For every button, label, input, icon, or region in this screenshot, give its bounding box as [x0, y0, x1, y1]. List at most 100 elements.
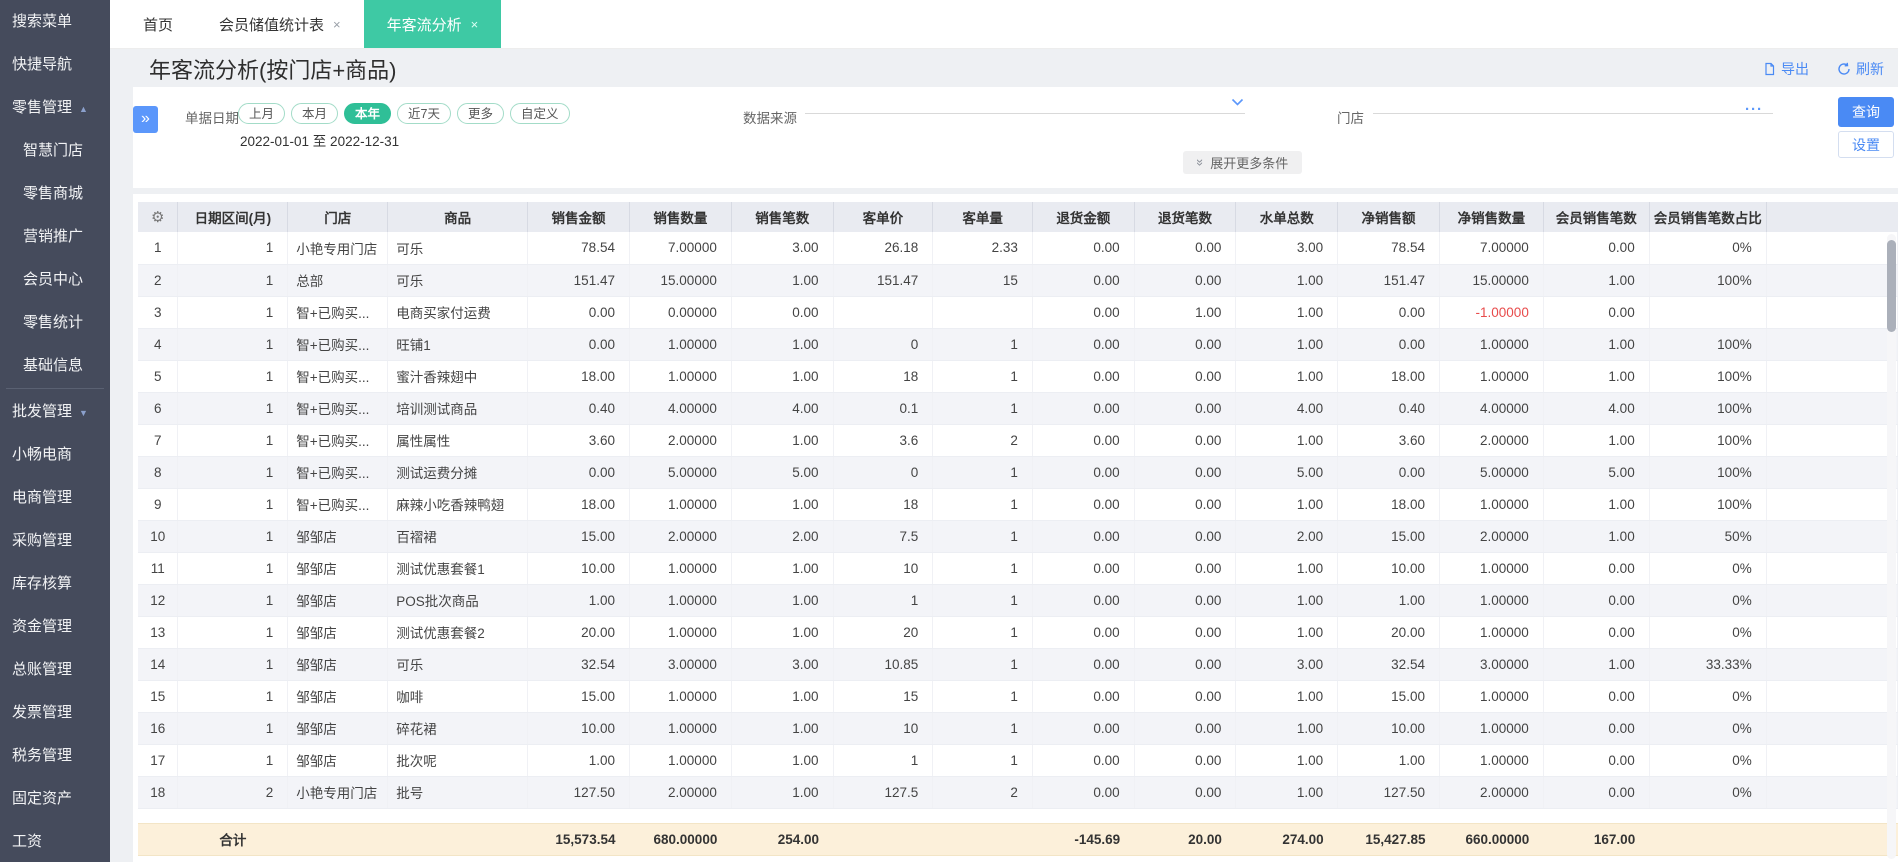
sidebar-item[interactable]: 快捷导航	[0, 43, 110, 86]
close-icon[interactable]: ×	[333, 16, 341, 32]
gear-icon[interactable]: ⚙	[150, 209, 165, 226]
total-cell: 660.00000	[1439, 822, 1544, 856]
table-cell: 2.00000	[1439, 520, 1544, 553]
tab[interactable]: 首页	[120, 0, 196, 48]
column-header[interactable]: 水单总数	[1235, 202, 1339, 232]
table-cell: 0.00	[1032, 264, 1135, 297]
table-cell: 邹邹店	[287, 616, 389, 649]
table-cell: 5.00000	[629, 456, 732, 489]
column-header[interactable]: 销售笔数	[731, 202, 834, 232]
date-range-pill[interactable]: 更多	[457, 103, 505, 124]
table-cell: 1.00	[1235, 296, 1339, 329]
column-header[interactable]: 净销售数量	[1439, 202, 1544, 232]
column-header[interactable]: 客单量	[932, 202, 1033, 232]
scrollbar-thumb[interactable]	[1887, 240, 1896, 332]
column-header[interactable]: 会员销售笔数占比	[1649, 202, 1767, 232]
column-header[interactable]: 客单价	[833, 202, 934, 232]
table-row[interactable]: 15 1 邹邹店 咖啡 15.00 1.00000 1.00 15 1 0.00 0.00 1.00 1…	[138, 680, 1898, 713]
column-header[interactable]	[1766, 202, 1898, 232]
chevron-down-icon[interactable]	[1231, 94, 1244, 112]
date-range-pill[interactable]: 本年	[344, 103, 392, 124]
table-cell: 17	[138, 744, 179, 777]
table-cell: 0.00	[1134, 520, 1237, 553]
table-row[interactable]: 4 1 智+已购买... 旺铺1 0.00 1.00000 1.00 0 1 0.00 0.00 1.…	[138, 328, 1898, 361]
table-row[interactable]: 8 1 智+已购买... 测试运费分摊 0.00 5.00000 5.00 0 1 0.00 0.0…	[138, 456, 1898, 489]
table-cell: 1.00	[1235, 552, 1339, 585]
sidebar-item[interactable]: 基础信息	[0, 344, 110, 387]
table-cell: 0.00	[1032, 328, 1135, 361]
table-cell: 1.00	[1235, 264, 1339, 297]
tab-active[interactable]: 年客流分析 ×	[363, 0, 502, 48]
collapse-panel-button[interactable]: »	[133, 106, 158, 133]
settings-button[interactable]: 设置	[1838, 131, 1894, 158]
table-row[interactable]: 18 2 小艳专用门店 批号 127.50 2.00000 1.00 127.5 2 0.00 0.…	[138, 776, 1898, 809]
date-range-pill[interactable]: 上月	[238, 103, 286, 124]
column-header[interactable]: 日期区间(月)	[177, 202, 289, 232]
sidebar-item[interactable]: 电商管理	[0, 476, 110, 519]
sidebar-item[interactable]: 采购管理	[0, 519, 110, 562]
refresh-button[interactable]: 刷新	[1837, 59, 1884, 79]
close-icon[interactable]: ×	[470, 16, 479, 32]
query-button[interactable]: 查询	[1838, 97, 1894, 127]
column-header[interactable]: 门店	[287, 202, 389, 232]
sidebar-item[interactable]: 总账管理	[0, 648, 110, 691]
table-row[interactable]: 14 1 邹邹店 可乐 32.54 3.00000 3.00 10.85 1 0.00 0.00 3.…	[138, 648, 1898, 681]
column-header[interactable]: 销售金额	[527, 202, 630, 232]
table-row[interactable]: 9 1 智+已购买... 麻辣小吃香辣鸭翅 18.00 1.00000 1.00 18 1 0.0…	[138, 488, 1898, 521]
column-header[interactable]: ⚙	[138, 202, 179, 232]
column-header[interactable]: 销售数量	[629, 202, 732, 232]
table-row[interactable]: 6 1 智+已购买... 培训测试商品 0.40 4.00000 4.00 0.1 1 0.00 0…	[138, 392, 1898, 425]
sidebar-item[interactable]: 营销推广	[0, 215, 110, 258]
tab[interactable]: 会员储值统计表 ×	[196, 0, 364, 48]
sidebar-item[interactable]: 资金管理	[0, 605, 110, 648]
table-row[interactable]: 13 1 邹邹店 测试优惠套餐2 20.00 1.00000 1.00 20 1 0.00 0.00…	[138, 616, 1898, 649]
store-input[interactable]	[1373, 89, 1773, 114]
table-row[interactable]: 17 1 邹邹店 批次呢 1.00 1.00000 1.00 1 1 0.00 0.00 1.00 1.…	[138, 744, 1898, 777]
sidebar-item[interactable]: 会员中心	[0, 258, 110, 301]
table-row[interactable]: 7 1 智+已购买... 属性属性 3.60 2.00000 1.00 3.6 2 0.00 0.0…	[138, 424, 1898, 457]
table-cell: 0.00	[1032, 488, 1135, 521]
sidebar-item[interactable]: 固定资产	[0, 777, 110, 820]
sidebar-item[interactable]: 发票管理	[0, 691, 110, 734]
table-row[interactable]: 16 1 邹邹店 碎花裙 10.00 1.00000 1.00 10 1 0.00 0.00 1.00…	[138, 712, 1898, 745]
sidebar-item[interactable]: 智慧门店	[0, 129, 110, 172]
date-range-pill[interactable]: 近7天	[397, 103, 451, 124]
date-range-text[interactable]: 2022-01-01 至 2022-12-31	[240, 134, 400, 149]
table-cell	[1766, 712, 1898, 745]
table-row[interactable]: 10 1 邹邹店 百褶裙 15.00 2.00000 2.00 7.5 1 0.00 0.00 2.0…	[138, 520, 1898, 553]
chevron-up-icon: ▲	[79, 104, 88, 114]
table-row[interactable]: 3 1 智+已购买... 电商买家付运费 0.00 0.00000 0.00 0.00 1.00…	[138, 296, 1898, 329]
sidebar-item[interactable]: 库存核算	[0, 562, 110, 605]
sidebar-item[interactable]: 批发管理 ▼	[0, 390, 110, 433]
column-header[interactable]: 退货金额	[1032, 202, 1135, 232]
sidebar-item[interactable]: 零售商城	[0, 172, 110, 215]
table-cell	[1766, 552, 1898, 585]
table-cell: 1.00	[1235, 360, 1339, 393]
table-row[interactable]: 5 1 智+已购买... 蜜汁香辣翅中 18.00 1.00000 1.00 18 1 0.00 0…	[138, 360, 1898, 393]
table-row[interactable]: 12 1 邹邹店 POS批次商品 1.00 1.00000 1.00 1 1 0.00 0.00 1.…	[138, 584, 1898, 617]
export-button[interactable]: 导出	[1763, 59, 1809, 79]
vertical-scrollbar[interactable]	[1887, 234, 1896, 859]
table-row[interactable]: 2 1 总部 可乐 151.47 15.00000 1.00 151.47 15 0.00 0.00…	[138, 264, 1898, 297]
sidebar-item[interactable]: 工资	[0, 820, 110, 862]
column-header[interactable]: 商品	[387, 202, 529, 232]
data-source-select[interactable]	[805, 89, 1245, 114]
total-cell: 274.00	[1235, 822, 1338, 856]
column-header[interactable]: 会员销售笔数	[1543, 202, 1650, 232]
table-row[interactable]: 1 1 小艳专用门店 可乐 78.54 7.00000 3.00 26.18 2.33 0.00 0…	[138, 232, 1898, 265]
expand-more-button[interactable]: » 展开更多条件	[1183, 151, 1303, 174]
sidebar-item[interactable]: 零售管理 ▲	[0, 86, 110, 129]
sidebar-item[interactable]: 小畅电商	[0, 433, 110, 476]
sidebar-item[interactable]: 零售统计	[0, 301, 110, 344]
table-row[interactable]: 11 1 邹邹店 测试优惠套餐1 10.00 1.00000 1.00 10 1 0.00 0.00…	[138, 552, 1898, 585]
sidebar-item[interactable]: 税务管理	[0, 734, 110, 777]
table-cell: 1.00	[1543, 360, 1650, 393]
table-cell: 3.60	[1337, 424, 1440, 457]
column-header[interactable]: 退货笔数	[1134, 202, 1237, 232]
sidebar-item[interactable]: 搜索菜单	[0, 0, 110, 43]
table-cell: 0.00	[1134, 456, 1237, 489]
date-range-pill[interactable]: 本月	[291, 103, 339, 124]
column-header[interactable]: 净销售额	[1337, 202, 1440, 232]
more-options-icon[interactable]: ···	[1745, 101, 1763, 118]
date-range-pill[interactable]: 自定义	[510, 103, 570, 124]
